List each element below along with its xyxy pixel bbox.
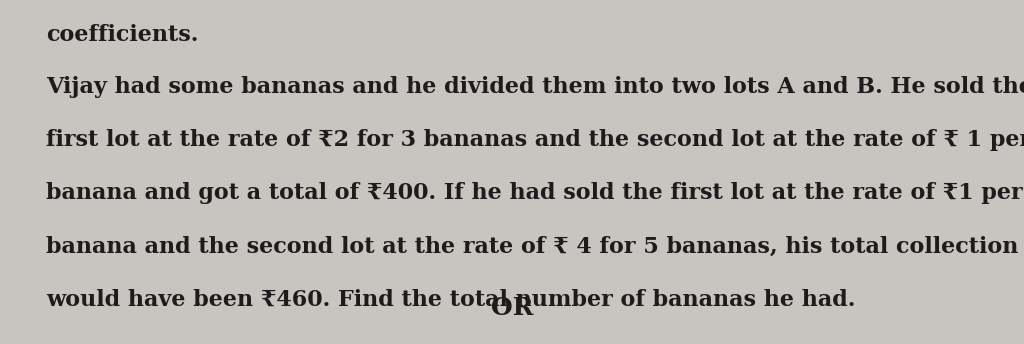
Text: would have been ₹460. Find the total number of bananas he had.: would have been ₹460. Find the total num… xyxy=(46,289,855,311)
Text: Vijay had some bananas and he divided them into two lots A and B. He sold the: Vijay had some bananas and he divided th… xyxy=(46,76,1024,98)
Text: banana and the second lot at the rate of ₹ 4 for 5 bananas, his total collection: banana and the second lot at the rate of… xyxy=(46,236,1019,258)
Text: OR: OR xyxy=(490,296,534,320)
Text: coefficients.: coefficients. xyxy=(46,24,199,46)
Text: first lot at the rate of ₹2 for 3 bananas and the second lot at the rate of ₹ 1 : first lot at the rate of ₹2 for 3 banana… xyxy=(46,129,1024,151)
Text: banana and got a total of ₹400. If he had sold the first lot at the rate of ₹1 p: banana and got a total of ₹400. If he ha… xyxy=(46,182,1023,204)
